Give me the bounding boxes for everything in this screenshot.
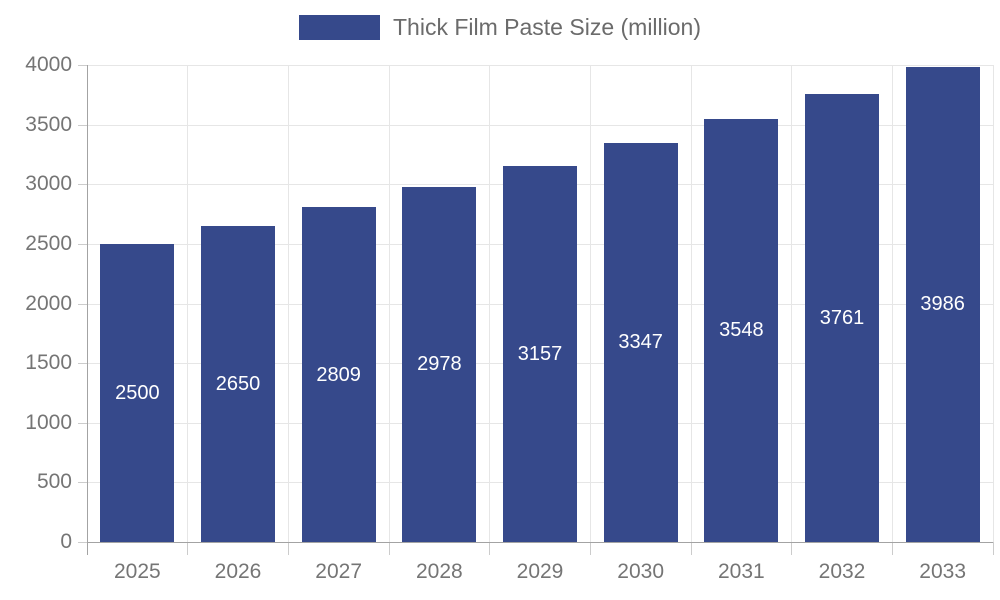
x-axis-line bbox=[87, 542, 993, 543]
x-gridline bbox=[187, 65, 189, 542]
bar bbox=[503, 165, 577, 542]
y-tick-label: 1000 bbox=[25, 410, 72, 434]
bar-value-label: 2809 bbox=[316, 363, 361, 386]
bar bbox=[805, 93, 879, 542]
y-tick-label: 3000 bbox=[25, 172, 72, 196]
y-gridline bbox=[87, 65, 993, 66]
x-axis-tick bbox=[791, 542, 793, 555]
bar-value-label: 3347 bbox=[618, 331, 663, 354]
x-axis-tick bbox=[388, 542, 390, 555]
bar bbox=[704, 118, 779, 542]
y-axis-tick bbox=[78, 422, 87, 424]
x-axis-tick bbox=[891, 542, 893, 555]
bar bbox=[402, 186, 477, 542]
x-axis-tick bbox=[690, 542, 692, 555]
x-tick-label: 2033 bbox=[919, 560, 967, 583]
bar bbox=[301, 207, 376, 542]
y-tick-label: 3500 bbox=[25, 112, 72, 136]
y-tick-label: 2500 bbox=[25, 231, 72, 255]
x-axis-tick bbox=[992, 542, 994, 555]
y-axis-tick bbox=[78, 124, 87, 126]
y-axis-tick bbox=[78, 65, 87, 66]
x-tick-label: 2031 bbox=[717, 560, 765, 583]
x-tick-label: 2028 bbox=[415, 560, 463, 583]
x-tick-label: 2026 bbox=[214, 560, 262, 583]
y-axis-tick bbox=[78, 184, 87, 186]
bar bbox=[201, 226, 275, 542]
x-gridline bbox=[388, 65, 390, 542]
y-axis-tick bbox=[78, 542, 87, 543]
legend-item[interactable]: Thick Film Paste Size (million) bbox=[299, 14, 701, 41]
x-gridline bbox=[287, 65, 289, 542]
y-tick-label: 1500 bbox=[25, 351, 72, 375]
legend-swatch bbox=[299, 15, 380, 40]
y-axis-tick bbox=[78, 243, 87, 245]
y-tick-label: 0 bbox=[60, 530, 72, 553]
x-gridline bbox=[891, 65, 893, 542]
x-axis-tick bbox=[187, 542, 189, 555]
y-gridline bbox=[87, 124, 993, 126]
bar bbox=[603, 142, 678, 542]
bar bbox=[100, 243, 175, 542]
bar bbox=[905, 66, 980, 542]
bar-value-label: 3157 bbox=[517, 342, 563, 365]
x-gridline bbox=[992, 65, 994, 542]
x-axis-tick bbox=[589, 542, 591, 555]
x-tick-label: 2027 bbox=[315, 560, 363, 583]
chart-legend: Thick Film Paste Size (million) bbox=[0, 14, 1000, 41]
y-tick-label: 2000 bbox=[25, 291, 72, 315]
bar-value-label: 3986 bbox=[920, 293, 965, 316]
y-tick-label: 4000 bbox=[25, 53, 72, 76]
plot-area: 0 500 1000 1500 2000 2500 3000 3500 4000 2500 2025… bbox=[25, 53, 994, 583]
x-tick-label: 2030 bbox=[617, 560, 665, 583]
x-axis-tick bbox=[489, 542, 491, 555]
x-gridline bbox=[589, 65, 591, 542]
bar-value-label: 2650 bbox=[215, 372, 261, 395]
bar-value-label: 3548 bbox=[719, 319, 764, 342]
legend-label: Thick Film Paste Size (million) bbox=[393, 14, 701, 40]
x-axis-tick bbox=[287, 542, 289, 555]
y-axis-tick bbox=[78, 363, 87, 365]
x-tick-label: 2025 bbox=[113, 560, 161, 583]
x-gridline bbox=[791, 65, 793, 542]
y-axis-tick bbox=[78, 303, 87, 305]
x-gridline bbox=[489, 65, 491, 542]
y-axis-tick bbox=[78, 482, 87, 484]
bar-value-label: 3761 bbox=[819, 306, 865, 329]
x-tick-label: 2032 bbox=[818, 560, 866, 583]
y-axis-line bbox=[87, 65, 88, 555]
bar-value-label: 2978 bbox=[417, 353, 462, 376]
x-tick-label: 2029 bbox=[516, 560, 564, 583]
y-tick-label: 500 bbox=[36, 470, 72, 494]
bar-value-label: 2500 bbox=[115, 381, 160, 404]
x-gridline bbox=[690, 65, 692, 542]
